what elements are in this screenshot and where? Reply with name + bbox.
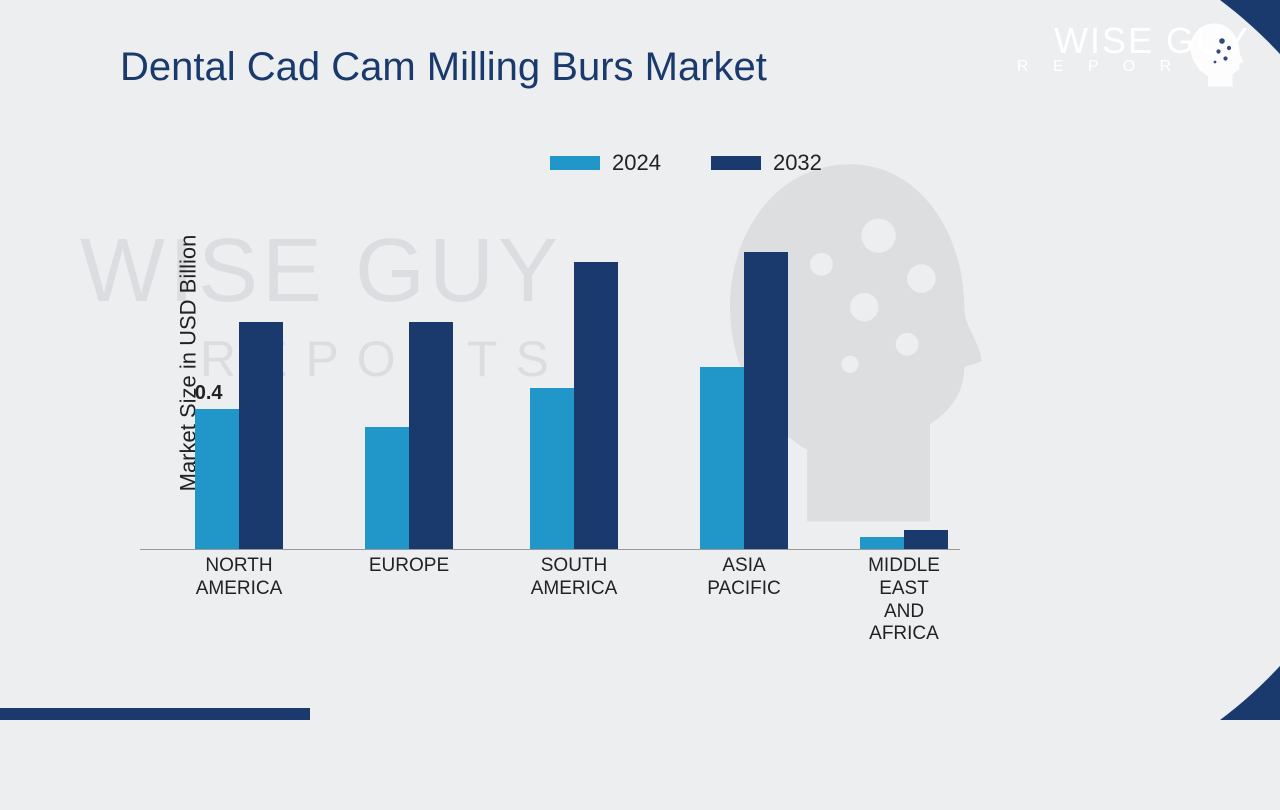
x-tick-label: ASIA PACIFIC	[670, 555, 818, 601]
bottom-accent-bar	[0, 708, 310, 720]
bar-2032	[239, 322, 283, 550]
x-tick-label: MIDDLE EAST AND AFRICA	[830, 555, 978, 646]
bar-group: 0.4	[195, 322, 283, 550]
bar-2032	[904, 530, 948, 549]
legend-item-2032: 2032	[711, 150, 822, 176]
legend-label-2032: 2032	[773, 150, 822, 176]
brand-logo: WISE GUY R E P O R T S	[1017, 20, 1250, 76]
plot-area: 0.4	[140, 200, 960, 550]
bar-2024	[365, 427, 409, 550]
right-brand-panel	[960, 0, 1280, 720]
bar-2032	[409, 322, 453, 550]
legend-item-2024: 2024	[550, 150, 661, 176]
chart-title: Dental Cad Cam Milling Burs Market	[120, 45, 767, 90]
legend-label-2024: 2024	[612, 150, 661, 176]
bar-group	[530, 262, 618, 549]
bar-2024	[860, 537, 904, 549]
bar-group	[860, 530, 948, 549]
bar-value-label: 0.4	[195, 382, 223, 405]
bar-2024	[700, 367, 744, 549]
bar-2024: 0.4	[195, 409, 239, 549]
x-axis-labels: NORTH AMERICA EUROPE SOUTH AMERICA ASIA PAC…	[140, 555, 960, 655]
x-tick-label: EUROPE	[335, 555, 483, 578]
legend: 2024 2032	[550, 150, 822, 176]
legend-swatch-2024	[550, 156, 600, 170]
bar-2032	[574, 262, 618, 549]
legend-swatch-2032	[711, 156, 761, 170]
chart-area: Market Size in USD Billion 2024 2032 0.4…	[90, 150, 960, 670]
x-tick-label: SOUTH AMERICA	[500, 555, 648, 601]
bar-group	[365, 322, 453, 550]
bar-2032	[744, 252, 788, 550]
brand-head-icon	[1180, 20, 1250, 90]
bar-group	[700, 252, 788, 550]
bar-2024	[530, 388, 574, 549]
x-tick-label: NORTH AMERICA	[165, 555, 313, 601]
